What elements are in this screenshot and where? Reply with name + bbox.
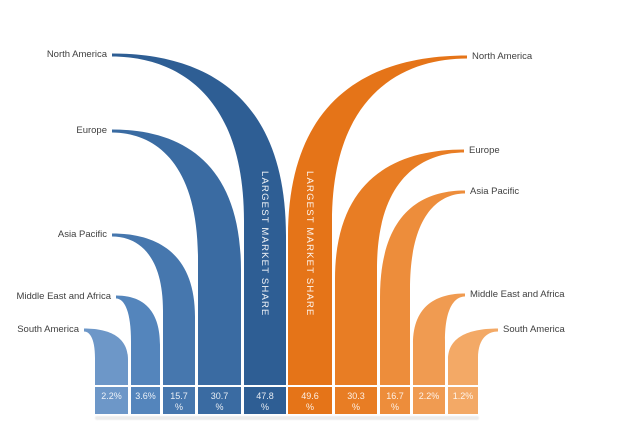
region-label-right-asia-pacific: Asia Pacific xyxy=(470,186,520,197)
share-cell-left-asia-pacific: 15.7 % xyxy=(163,387,195,414)
share-cell-left-south-america: 2.2% xyxy=(95,387,128,414)
center-label-right: LARGEST MARKET SHARE xyxy=(304,171,315,317)
center-label-left: LARGEST MARKET SHARE xyxy=(259,171,270,317)
region-label-right-europe: Europe xyxy=(469,145,500,156)
region-label-left-middle-east-and-africa: Middle East and Africa xyxy=(16,291,111,302)
funnel-blade-right-asia-pacific xyxy=(380,190,465,385)
funnel-blade-left-asia-pacific xyxy=(112,233,195,385)
funnel-blade-left-middle-east-and-africa xyxy=(116,295,160,385)
share-cell-left-europe: 30.7 % xyxy=(198,387,241,414)
region-label-left-north-america: North America xyxy=(46,49,107,60)
funnel-blade-right-south-america xyxy=(448,328,498,385)
share-cell-left-middle-east-and-africa: 3.6% xyxy=(131,387,160,414)
funnel-blade-right-middle-east-and-africa xyxy=(413,293,465,385)
share-cell-left-north-america: 47.8 % xyxy=(244,387,286,414)
funnel-blade-left-south-america xyxy=(84,328,128,385)
region-label-right-north-america: North America xyxy=(472,51,533,62)
share-cell-right-north-america: 49.6 % xyxy=(288,387,332,414)
funnel-blade-left-europe xyxy=(112,129,241,385)
region-label-left-europe: Europe xyxy=(76,125,107,136)
share-cell-right-asia-pacific: 16.7 % xyxy=(380,387,410,414)
funnel-blade-right-europe xyxy=(335,149,464,385)
share-cell-right-middle-east-and-africa: 2.2% xyxy=(413,387,445,414)
funnel-blade-right-north-america xyxy=(288,55,467,385)
region-label-right-middle-east-and-africa: Middle East and Africa xyxy=(470,289,565,300)
funnel-blade-left-north-america xyxy=(112,53,286,385)
share-cell-right-europe: 30.3 % xyxy=(335,387,377,414)
region-label-right-south-america: South America xyxy=(503,324,565,335)
share-cell-right-south-america: 1.2% xyxy=(448,387,478,414)
band-shadow xyxy=(95,416,479,420)
region-label-left-asia-pacific: Asia Pacific xyxy=(57,229,107,240)
region-label-left-south-america: South America xyxy=(17,324,79,335)
